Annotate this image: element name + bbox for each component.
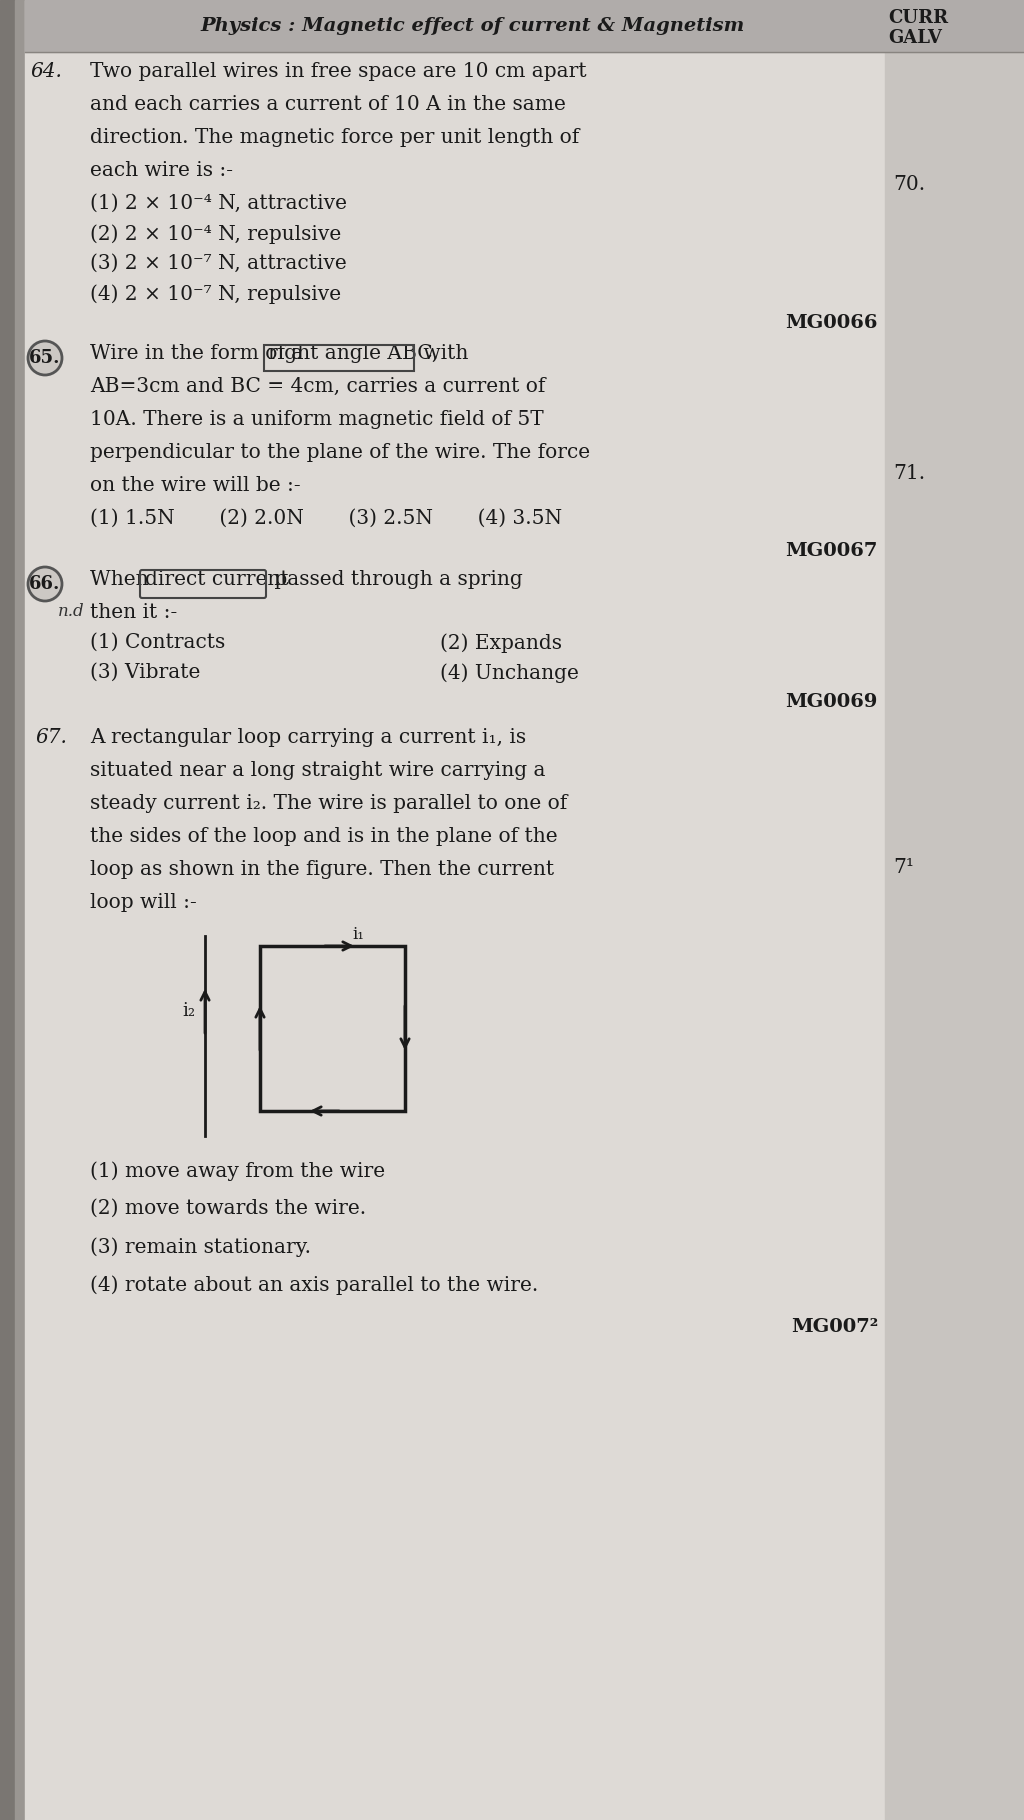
Text: steady current i₂. The wire is parallel to one of: steady current i₂. The wire is parallel …: [90, 794, 567, 814]
Text: (2) 2 × 10⁻⁴ N, repulsive: (2) 2 × 10⁻⁴ N, repulsive: [90, 224, 341, 244]
Text: CURR: CURR: [888, 9, 948, 27]
Circle shape: [28, 340, 62, 375]
Bar: [25, 0, 1024, 53]
Text: MG007²: MG007²: [791, 1318, 878, 1336]
Text: 67.: 67.: [35, 728, 67, 746]
Text: i₂: i₂: [182, 1003, 195, 1019]
Circle shape: [28, 568, 62, 601]
Text: then it :-: then it :-: [90, 602, 177, 622]
Text: MG0069: MG0069: [785, 693, 878, 712]
Text: (1) Contracts: (1) Contracts: [90, 633, 225, 652]
Text: direction. The magnetic force per unit length of: direction. The magnetic force per unit l…: [90, 127, 580, 147]
Text: 10A. There is a uniform magnetic field of 5T: 10A. There is a uniform magnetic field o…: [90, 410, 544, 430]
Bar: [260, 946, 406, 1110]
Bar: [25, 0, 885, 1820]
Text: loop as shown in the figure. Then the current: loop as shown in the figure. Then the cu…: [90, 861, 554, 879]
Text: 66.: 66.: [30, 575, 60, 593]
Text: (1) move away from the wire: (1) move away from the wire: [90, 1161, 385, 1181]
Bar: [0, 0, 15, 1820]
Text: (4) 2 × 10⁻⁷ N, repulsive: (4) 2 × 10⁻⁷ N, repulsive: [90, 284, 341, 304]
Text: AB=3cm and BC = 4cm, carries a current of: AB=3cm and BC = 4cm, carries a current o…: [90, 377, 546, 397]
Text: and each carries a current of 10 A in the same: and each carries a current of 10 A in th…: [90, 95, 566, 115]
Text: situated near a long straight wire carrying a: situated near a long straight wire carry…: [90, 761, 546, 781]
Text: i₁: i₁: [352, 926, 364, 943]
Text: MG0066: MG0066: [785, 315, 878, 331]
Text: (2) move towards the wire.: (2) move towards the wire.: [90, 1199, 367, 1218]
Text: (1) 1.5N       (2) 2.0N       (3) 2.5N       (4) 3.5N: (1) 1.5N (2) 2.0N (3) 2.5N (4) 3.5N: [90, 510, 562, 528]
Text: (3) 2 × 10⁻⁷ N, attractive: (3) 2 × 10⁻⁷ N, attractive: [90, 255, 347, 273]
Text: GALV: GALV: [888, 29, 942, 47]
Text: passed through a spring: passed through a spring: [268, 570, 522, 590]
Text: (1) 2 × 10⁻⁴ N, attractive: (1) 2 × 10⁻⁴ N, attractive: [90, 195, 347, 213]
Text: 7¹: 7¹: [893, 857, 914, 877]
Bar: [885, 0, 1024, 1820]
Text: (2) Expands: (2) Expands: [440, 633, 562, 653]
Text: Two parallel wires in free space are 10 cm apart: Two parallel wires in free space are 10 …: [90, 62, 587, 82]
Text: 70.: 70.: [893, 175, 925, 195]
Text: When: When: [90, 570, 155, 590]
Text: (4) rotate about an axis parallel to the wire.: (4) rotate about an axis parallel to the…: [90, 1276, 539, 1294]
Text: 71.: 71.: [893, 464, 925, 482]
Text: the sides of the loop and is in the plane of the: the sides of the loop and is in the plan…: [90, 826, 558, 846]
Text: right angle ABC,: right angle ABC,: [268, 344, 438, 362]
Text: (3) remain stationary.: (3) remain stationary.: [90, 1238, 311, 1256]
Text: on the wire will be :-: on the wire will be :-: [90, 477, 301, 495]
Text: Wire in the form of a: Wire in the form of a: [90, 344, 309, 362]
Text: 65.: 65.: [30, 349, 60, 368]
Text: Physics : Magnetic effect of current & Magnetism: Physics : Magnetic effect of current & M…: [200, 16, 744, 35]
Bar: [15, 0, 25, 1820]
Text: each wire is :-: each wire is :-: [90, 160, 233, 180]
Text: direct current: direct current: [145, 570, 289, 590]
Text: perpendicular to the plane of the wire. The force: perpendicular to the plane of the wire. …: [90, 442, 590, 462]
Text: A rectangular loop carrying a current i₁, is: A rectangular loop carrying a current i₁…: [90, 728, 526, 746]
Text: 64.: 64.: [30, 62, 61, 82]
Text: n.d: n.d: [58, 602, 85, 621]
Text: (4) Unchange: (4) Unchange: [440, 662, 579, 682]
Text: MG0067: MG0067: [785, 542, 878, 561]
Text: loop will :-: loop will :-: [90, 894, 197, 912]
Text: with: with: [417, 344, 468, 362]
Text: (3) Vibrate: (3) Vibrate: [90, 662, 201, 682]
